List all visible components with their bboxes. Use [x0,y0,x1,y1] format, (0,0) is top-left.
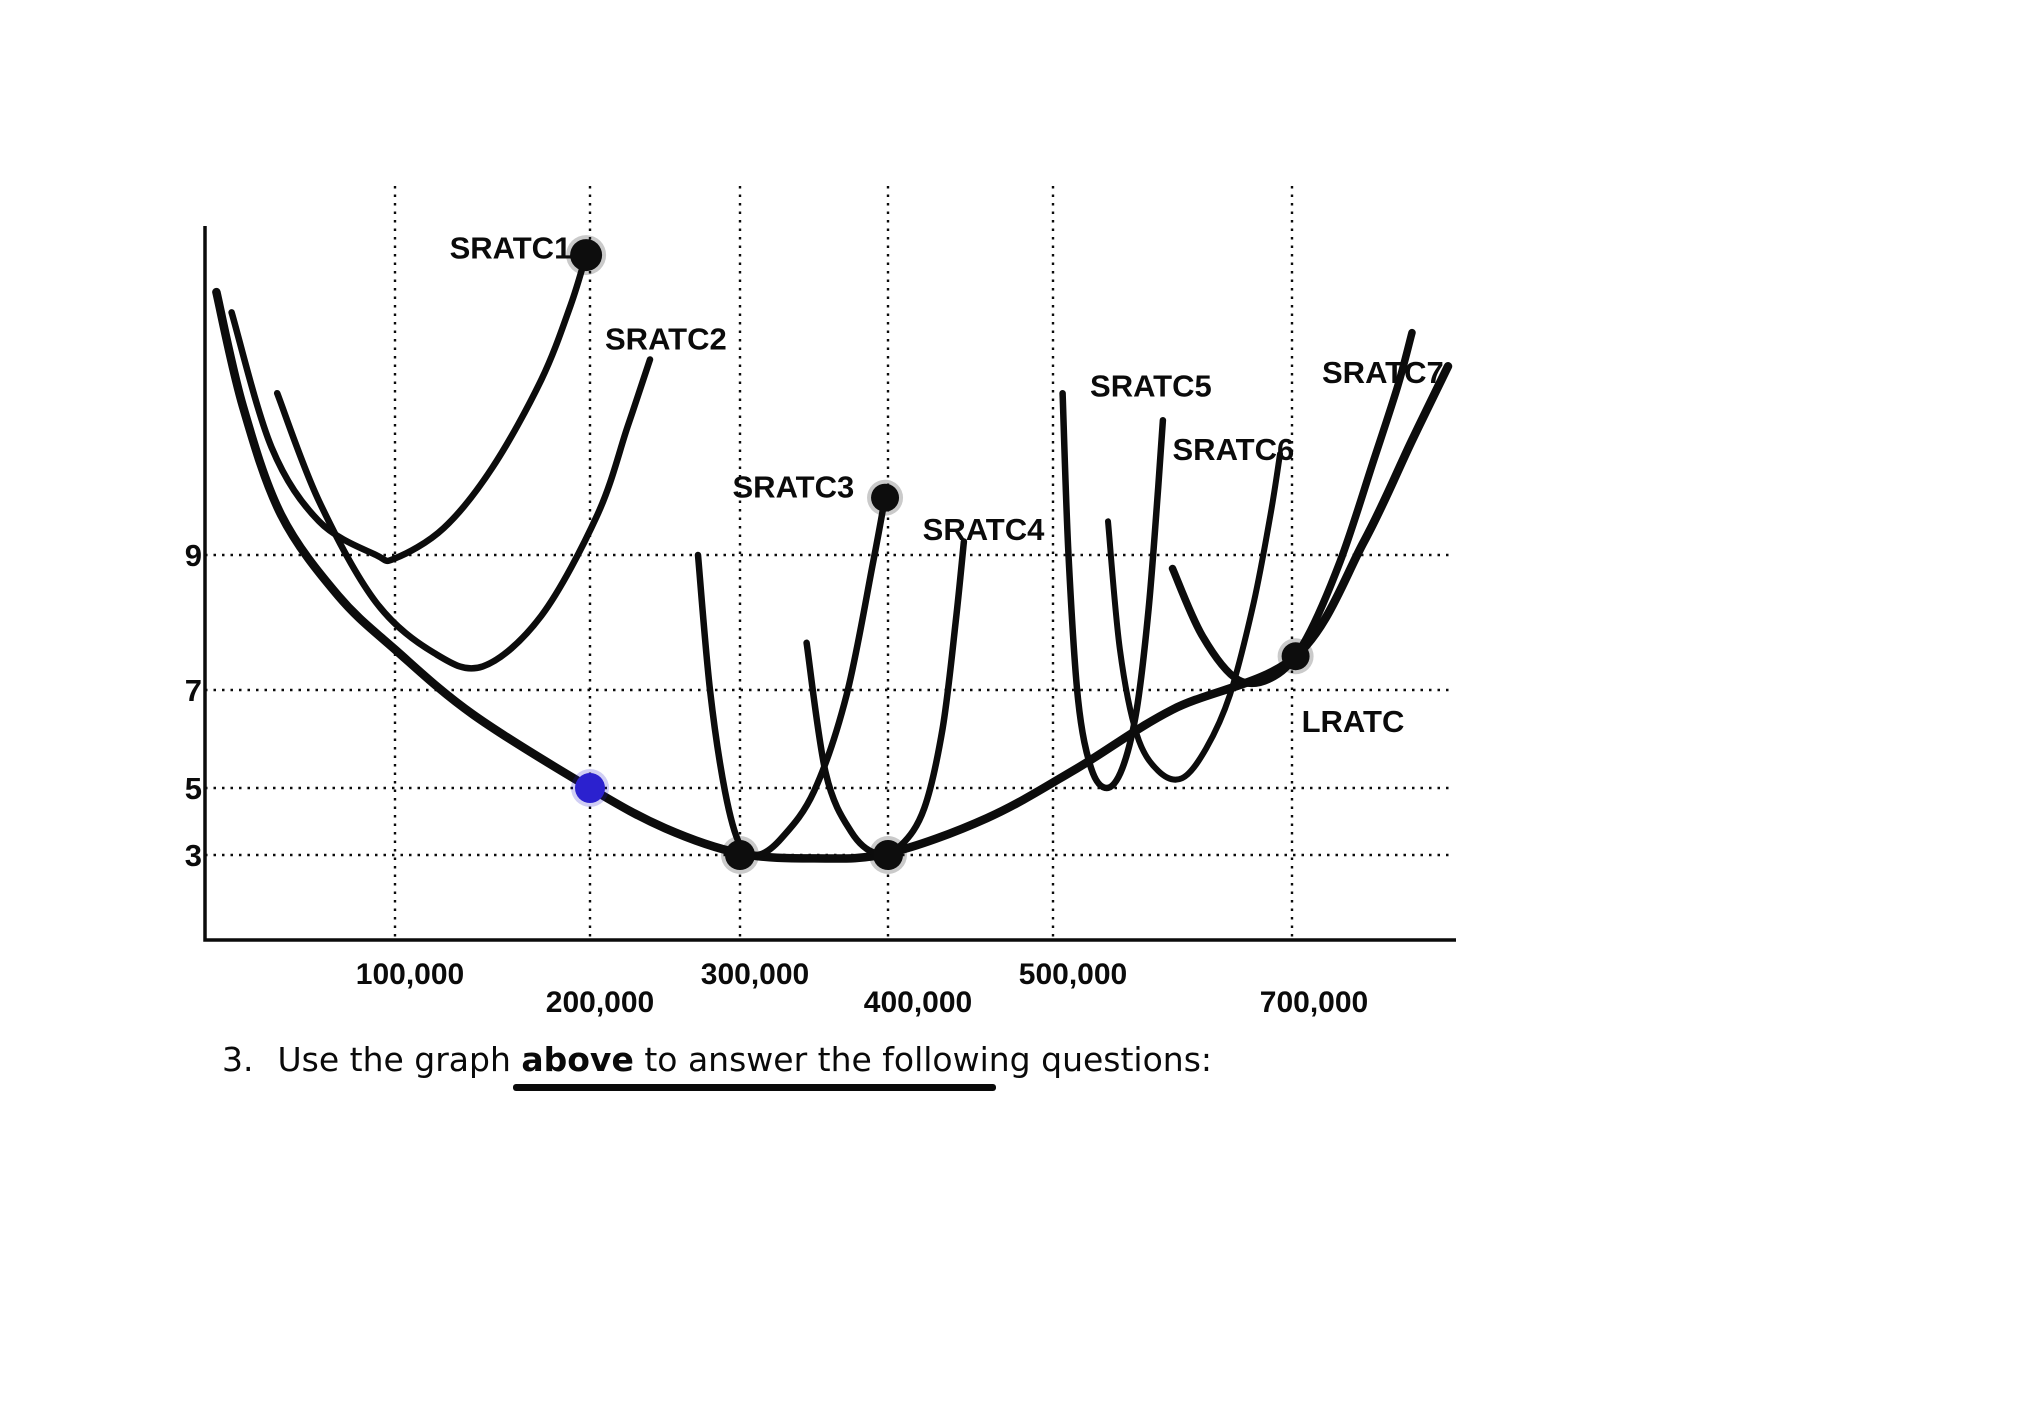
question-underline [513,1084,996,1091]
curve-label-sratc5: SRATC5 [1090,369,1212,404]
tangency-dot-400k [873,840,903,870]
y-tick-label: 9 [185,538,202,573]
curve-label-sratc6: SRATC6 [1173,432,1295,467]
curve-label-sratc2: SRATC2 [605,321,727,356]
curve-sratc2 [273,356,654,672]
y-tick-label: 5 [185,771,202,806]
x-tick-label: 200,000 [546,986,654,1019]
curve-label-sratc1: SRATC1 [450,230,572,265]
cost-curves-chart: SRATC1 SRATC2 SRATC3 SRATC4 SRATC5 SRATC6 SRAT… [185,186,1456,1019]
sratc3-endpoint-dot [871,483,900,512]
question-number: 3. [222,1040,254,1079]
curve-label-sratc7: SRATC7 [1322,355,1444,390]
curve-sratc6 [1105,450,1283,783]
axes [203,226,1456,942]
curve-label-sratc4: SRATC4 [923,512,1045,547]
tangency-dot-200k [575,773,605,803]
curve-lratc [212,287,1453,863]
x-tick-label: 300,000 [701,958,809,991]
x-tick-label: 700,000 [1260,986,1368,1019]
question-text: Use the graph above to answer the follow… [277,1040,1213,1079]
y-tick-label: 7 [185,673,202,708]
tangency-dot-300k [725,840,755,870]
curve-sratc7 [1168,328,1416,688]
question-bold-word: above [521,1040,634,1079]
curve-sratc3 [694,494,889,859]
sratc1-endpoint-dot [570,239,603,272]
lratc-dot-700k [1281,642,1310,671]
curve-sratc1 [228,251,590,565]
curve-sratc5 [1059,389,1167,792]
x-tick-label: 400,000 [864,986,972,1019]
y-tick-label: 3 [185,838,202,873]
curve-sratc4 [803,538,968,858]
x-tick-label: 500,000 [1019,958,1127,991]
curve-label-lratc: LRATC [1302,704,1405,739]
x-tick-label: 100,000 [356,958,464,991]
curve-label-sratc3: SRATC3 [733,470,855,505]
question: 3. Use the graph above to answer the fol… [222,1040,1212,1079]
